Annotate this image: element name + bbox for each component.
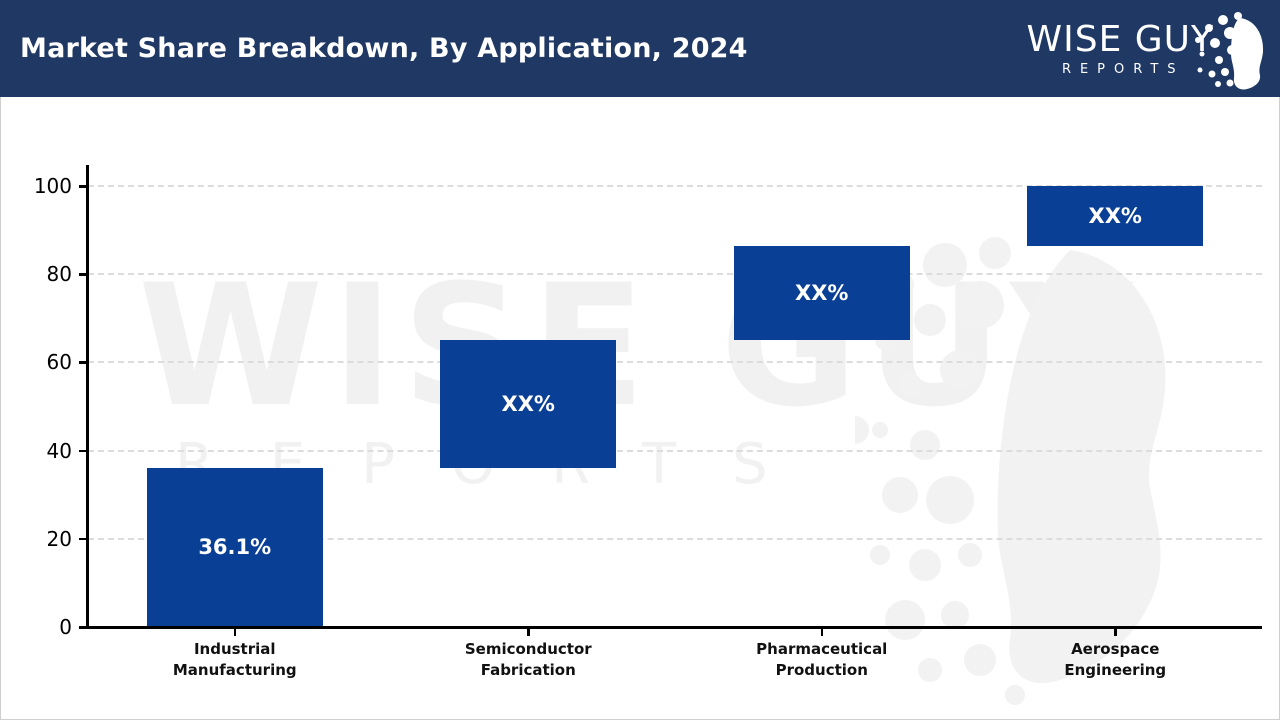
y-axis-tick-label: 80 [46, 262, 72, 287]
x-axis-category-label: Industrial Manufacturing [172, 640, 297, 679]
y-axis-tick-label: 40 [46, 438, 72, 463]
x-axis-tick-mark [233, 628, 237, 636]
y-axis-tick-mark [79, 185, 87, 188]
x-axis-tick-mark [527, 628, 530, 636]
x-axis-category-label: Aerospace Engineering [1064, 640, 1167, 679]
x-axis-category-label: Pharmaceutical Production [756, 640, 888, 679]
bar-value-label: XX% [795, 281, 849, 306]
y-axis-tick-mark [79, 361, 87, 364]
x-axis-line [86, 626, 1262, 629]
y-axis-tick-mark [79, 273, 87, 276]
gridline [88, 273, 1262, 276]
logo-wordmark: WISE GUY [1026, 19, 1214, 60]
bar: 36.1% [146, 467, 323, 627]
page-title: Market Share Breakdown, By Application, … [20, 33, 748, 64]
bar-value-label: XX% [1088, 203, 1142, 228]
bar: XX% [440, 340, 617, 468]
gridline [88, 185, 1262, 187]
wise-guy-reports-logo: WISE GUY REPORTS [1016, 8, 1266, 90]
gridline [88, 449, 1262, 452]
gridline [88, 361, 1262, 364]
bar-value-label: XX% [501, 392, 555, 417]
logo-head-icon [1195, 12, 1264, 90]
x-axis-tick-mark [1114, 628, 1117, 636]
y-axis-tick-label: 0 [59, 615, 72, 639]
y-axis-tick-label: 20 [46, 526, 72, 551]
gridline [88, 537, 1262, 540]
x-axis-tick-mark [820, 628, 824, 636]
bar: XX% [733, 245, 910, 341]
y-axis-tick-label: 60 [46, 350, 72, 375]
logo-text: WISE GUY REPORTS [1026, 19, 1215, 78]
bar-value-label: 36.1% [198, 535, 272, 560]
bar: XX% [1027, 186, 1204, 246]
y-axis-tick-mark [79, 537, 87, 541]
y-axis-tick-mark [79, 449, 87, 453]
header-bar: Market Share Breakdown, By Application, … [0, 0, 1280, 97]
y-axis-line [86, 165, 89, 629]
x-axis-category-label: Semiconductor Fabrication [464, 640, 592, 679]
logo-subtitle: REPORTS [1061, 62, 1185, 77]
y-axis-tick-label: 100 [33, 174, 72, 198]
y-axis-tick-mark [79, 626, 87, 629]
